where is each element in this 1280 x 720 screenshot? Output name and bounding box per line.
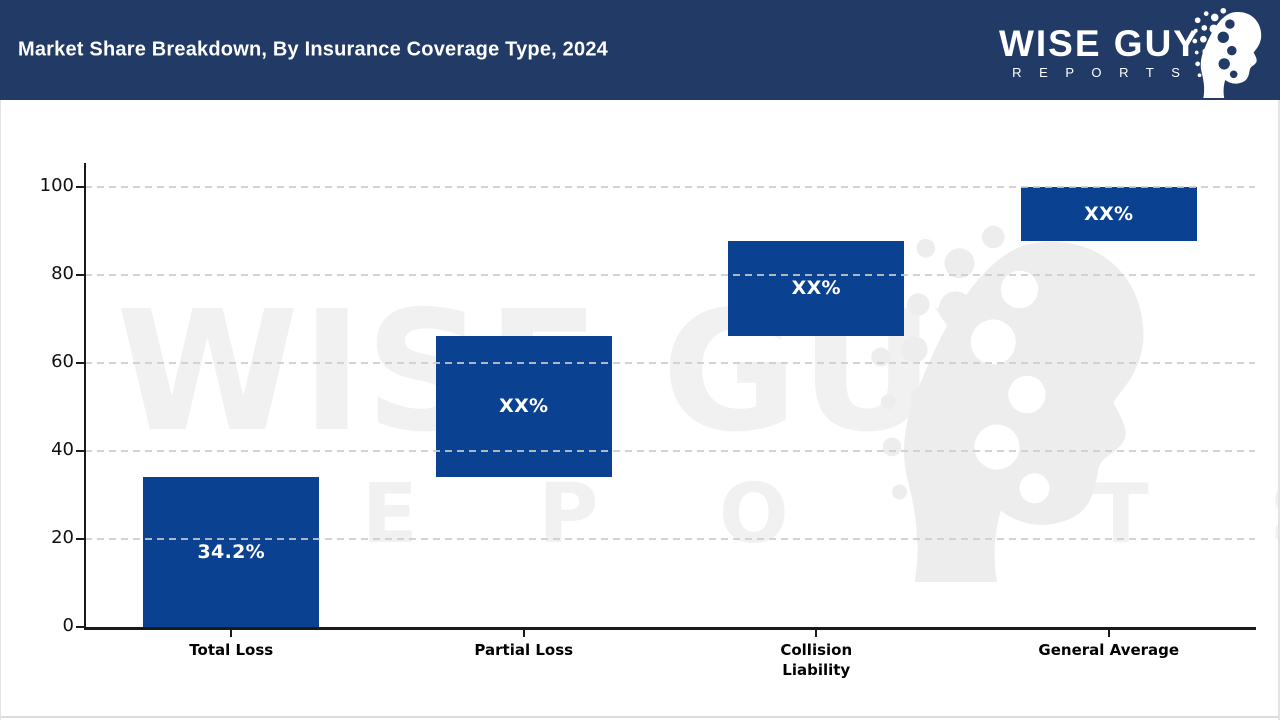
ytick-mark xyxy=(76,274,84,276)
gridline xyxy=(85,274,1255,276)
watermark-reports-text: R E P O R T S xyxy=(178,467,1280,562)
bar-total-loss: 34.2% xyxy=(143,476,320,627)
y-tick-label: 100 xyxy=(39,175,74,196)
ytick-mark xyxy=(76,626,84,628)
ytick-mark xyxy=(76,186,84,188)
x-category-label-general-average: General Average xyxy=(1038,641,1180,659)
y-tick-label: 40 xyxy=(51,439,74,460)
xtick-mark xyxy=(815,630,818,637)
bar-partial-loss: XX% xyxy=(435,335,612,477)
gridline xyxy=(85,186,1255,188)
bar-value-label: 34.2% xyxy=(197,540,265,563)
gridline xyxy=(85,450,1255,452)
xtick-mark xyxy=(1107,630,1110,637)
watermark-head-profile-icon xyxy=(871,225,1144,582)
x-category-label-partial-loss: Partial Loss xyxy=(474,641,574,659)
y-tick-label: 60 xyxy=(51,351,74,372)
bar-collision-liability: XX% xyxy=(728,240,905,336)
ytick-mark xyxy=(76,538,84,540)
frame-left-border xyxy=(0,100,1,720)
x-axis-spine xyxy=(84,627,1256,630)
x-category-label-collision-liability: Collision Liability xyxy=(780,641,853,680)
head-profile-icon xyxy=(1192,7,1262,98)
bar-value-label: XX% xyxy=(1084,202,1134,225)
gridline xyxy=(85,362,1255,364)
brand-reports-text: R E P O R T S xyxy=(1012,64,1187,80)
y-axis-spine xyxy=(84,163,86,630)
brand-logo: WISE GUY R E P O R T S xyxy=(999,7,1266,98)
brand-logo-text: WISE GUY R E P O R T S xyxy=(998,23,1200,80)
bar-value-label: XX% xyxy=(499,395,549,418)
bar-general-average: XX% xyxy=(1020,187,1197,241)
ytick-mark xyxy=(76,362,84,364)
bar-value-label: XX% xyxy=(791,277,841,300)
y-tick-label: 0 xyxy=(62,615,74,636)
brand-wordmark: WISE GUY xyxy=(998,23,1200,65)
xtick-mark xyxy=(522,630,525,637)
xtick-mark xyxy=(230,630,233,637)
app-header: Market Share Breakdown, By Insurance Cov… xyxy=(0,0,1280,100)
y-tick-label: 20 xyxy=(51,527,74,548)
frame-right-border xyxy=(1278,100,1280,720)
page-title: Market Share Breakdown, By Insurance Cov… xyxy=(18,38,608,61)
ytick-mark xyxy=(76,450,84,452)
frame-bottom-border xyxy=(0,716,1280,718)
y-tick-label: 80 xyxy=(51,263,74,284)
gridline xyxy=(85,538,1255,540)
x-category-label-total-loss: Total Loss xyxy=(189,641,274,659)
